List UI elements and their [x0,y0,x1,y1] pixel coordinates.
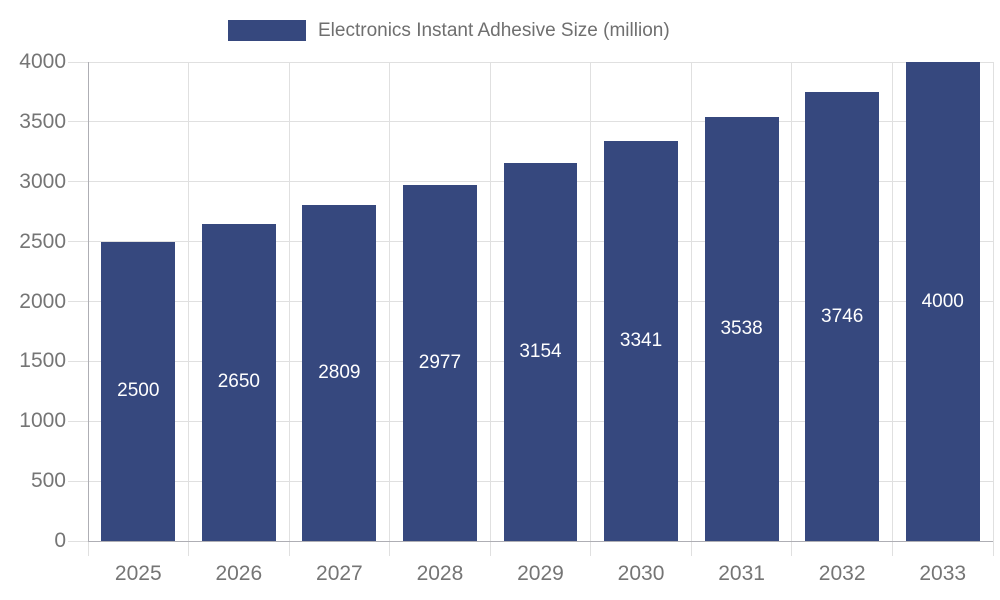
bar-2032[interactable] [805,92,880,541]
legend-swatch [228,20,306,41]
x-axis-tick-label: 2028 [416,562,464,585]
y-axis-tick [68,301,88,302]
y-axis-tick-label: 500 [30,469,66,493]
gridline-horizontal [88,121,993,123]
gridline-vertical [288,62,290,541]
y-axis-tick [68,360,88,362]
y-axis-line [87,62,89,541]
bar-2025[interactable] [101,241,176,541]
gridline-vertical [891,62,893,541]
y-axis-tick [68,420,88,422]
legend-label: Electronics Instant Adhesive Size (milli… [318,20,670,41]
x-axis-tick-label: 2029 [517,562,564,585]
y-axis-tick-label: 1500 [19,349,66,373]
y-axis-tick-label: 3500 [19,109,66,133]
x-axis-tick [288,541,290,556]
x-axis-tick [891,541,893,556]
x-axis-tick [87,541,89,556]
y-axis-tick-label: 3000 [19,169,66,193]
y-axis-tick-label: 1000 [19,409,66,433]
y-axis-tick [68,480,88,482]
x-axis-tick-label: 2031 [718,562,765,585]
x-axis-tick [590,541,592,556]
gridline-vertical [690,62,692,541]
y-axis-tick-label: 0 [54,529,66,552]
x-axis-tick [489,541,491,556]
bar-2027[interactable] [302,204,377,541]
y-axis-tick-label: 2000 [19,289,66,313]
gridline-vertical [590,62,592,541]
gridline-vertical [389,62,391,541]
x-axis-tick-label: 2025 [114,562,162,585]
x-axis-tick [791,541,793,556]
gridline-horizontal [88,61,993,63]
y-axis-tick [68,241,88,243]
y-axis-tick [68,540,88,542]
y-axis-tick-label: 4000 [19,50,66,73]
x-axis-tick-label: 2030 [617,562,665,585]
bar-2029[interactable] [503,163,578,541]
x-axis-tick [389,541,391,556]
gridline-vertical [489,62,491,541]
x-axis-tick-label: 2032 [818,562,866,585]
bar-2028[interactable] [402,184,477,541]
y-axis-tick [68,61,88,63]
gridline-vertical [188,62,190,541]
bar-2033[interactable] [905,62,980,541]
x-axis-tick [690,541,692,556]
x-axis-tick-label: 2033 [919,562,967,585]
x-axis-tick-label: 2026 [215,562,263,585]
gridline-vertical [791,62,793,541]
bar-2026[interactable] [201,223,276,541]
x-axis-line [88,540,993,542]
bar-2030[interactable] [604,140,678,541]
gridline-vertical [992,62,994,541]
y-axis-tick [68,121,88,123]
y-axis-tick-label: 2500 [19,229,66,253]
legend[interactable]: Electronics Instant Adhesive Size (milli… [228,20,670,41]
y-axis-tick [68,181,88,183]
x-axis-tick-label: 2027 [316,562,363,585]
x-axis-tick [188,541,190,556]
bar-2031[interactable] [704,117,779,541]
x-axis-tick [992,541,994,556]
